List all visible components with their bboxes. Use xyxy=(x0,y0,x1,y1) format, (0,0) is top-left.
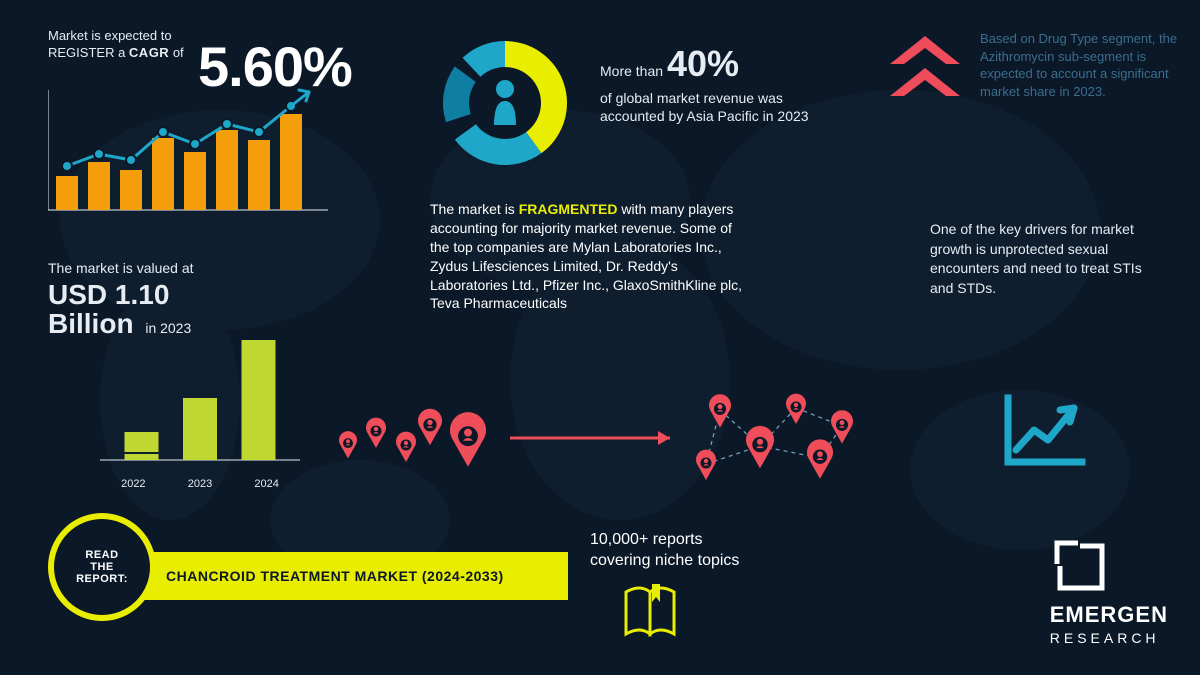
green-bar-label: 2022 xyxy=(121,478,145,490)
cagr-label-line2-pre: REGISTER a xyxy=(48,45,129,60)
green-bar-label: 2024 xyxy=(254,478,278,490)
pins-network xyxy=(320,380,880,500)
donut-chart xyxy=(420,28,590,178)
emergen-logo: EMERGEN RESEARCH xyxy=(1050,540,1168,647)
green-bar-label: 2023 xyxy=(188,478,212,490)
market-value-intro: The market is valued at xyxy=(48,260,278,276)
cagr-label-line1: Market is expected to xyxy=(48,28,172,43)
book-icon xyxy=(620,580,680,640)
donut-rest: of global market revenue was accounted b… xyxy=(600,90,809,125)
logo-line2: RESEARCH xyxy=(1050,630,1160,646)
donut-pre: More than xyxy=(600,63,667,79)
reports-line1: 10,000+ reports xyxy=(590,531,703,548)
emergen-logo-mark xyxy=(1054,540,1108,594)
up-chevrons-icon xyxy=(880,30,970,110)
azithromycin-text: Based on Drug Type segment, the Azithrom… xyxy=(980,30,1180,100)
frag-highlight: FRAGMENTED xyxy=(519,201,618,217)
market-value-block: The market is valued at USD 1.10 Billion… xyxy=(48,260,278,339)
green-bar-chart: 2022 2023 2024 xyxy=(100,330,300,490)
growth-chart-icon xyxy=(1000,390,1090,470)
market-value-line1: USD 1.10 xyxy=(48,279,169,310)
donut-big: 40% xyxy=(667,43,739,84)
fragmented-text: The market is FRAGMENTED with many playe… xyxy=(430,200,750,313)
cagr-block: Market is expected to REGISTER a CAGR of… xyxy=(48,28,388,62)
donut-caption: More than 40% of global market revenue w… xyxy=(600,40,820,126)
cta-bar-text: CHANCROID TREATMENT MARKET (2024-2033) xyxy=(166,568,504,584)
reports-count: 10,000+ reports covering niche topics xyxy=(590,530,840,572)
frag-pre: The market is xyxy=(430,201,519,217)
cta-read-report[interactable]: READTHEREPORT: CHANCROID TREATMENT MARKE… xyxy=(48,540,568,612)
logo-line1: EMERGEN xyxy=(1050,602,1168,627)
reports-line2: covering niche topics xyxy=(590,552,739,569)
cta-circle[interactable]: READTHEREPORT: xyxy=(48,513,156,621)
combo-chart xyxy=(48,80,328,220)
emergen-logo-text: EMERGEN RESEARCH xyxy=(1050,605,1168,647)
cagr-label-bold: CAGR xyxy=(129,45,169,60)
green-bar-x-labels: 2022 2023 2024 xyxy=(100,478,300,490)
cagr-label-line2-post: of xyxy=(169,45,183,60)
cta-circle-text: READTHEREPORT: xyxy=(76,549,128,585)
cta-bar[interactable]: CHANCROID TREATMENT MARKET (2024-2033) xyxy=(136,552,568,600)
frag-rest: with many players accounting for majorit… xyxy=(430,201,742,311)
green-bars-svg xyxy=(100,330,300,466)
driver-text: One of the key drivers for market growth… xyxy=(930,220,1160,298)
